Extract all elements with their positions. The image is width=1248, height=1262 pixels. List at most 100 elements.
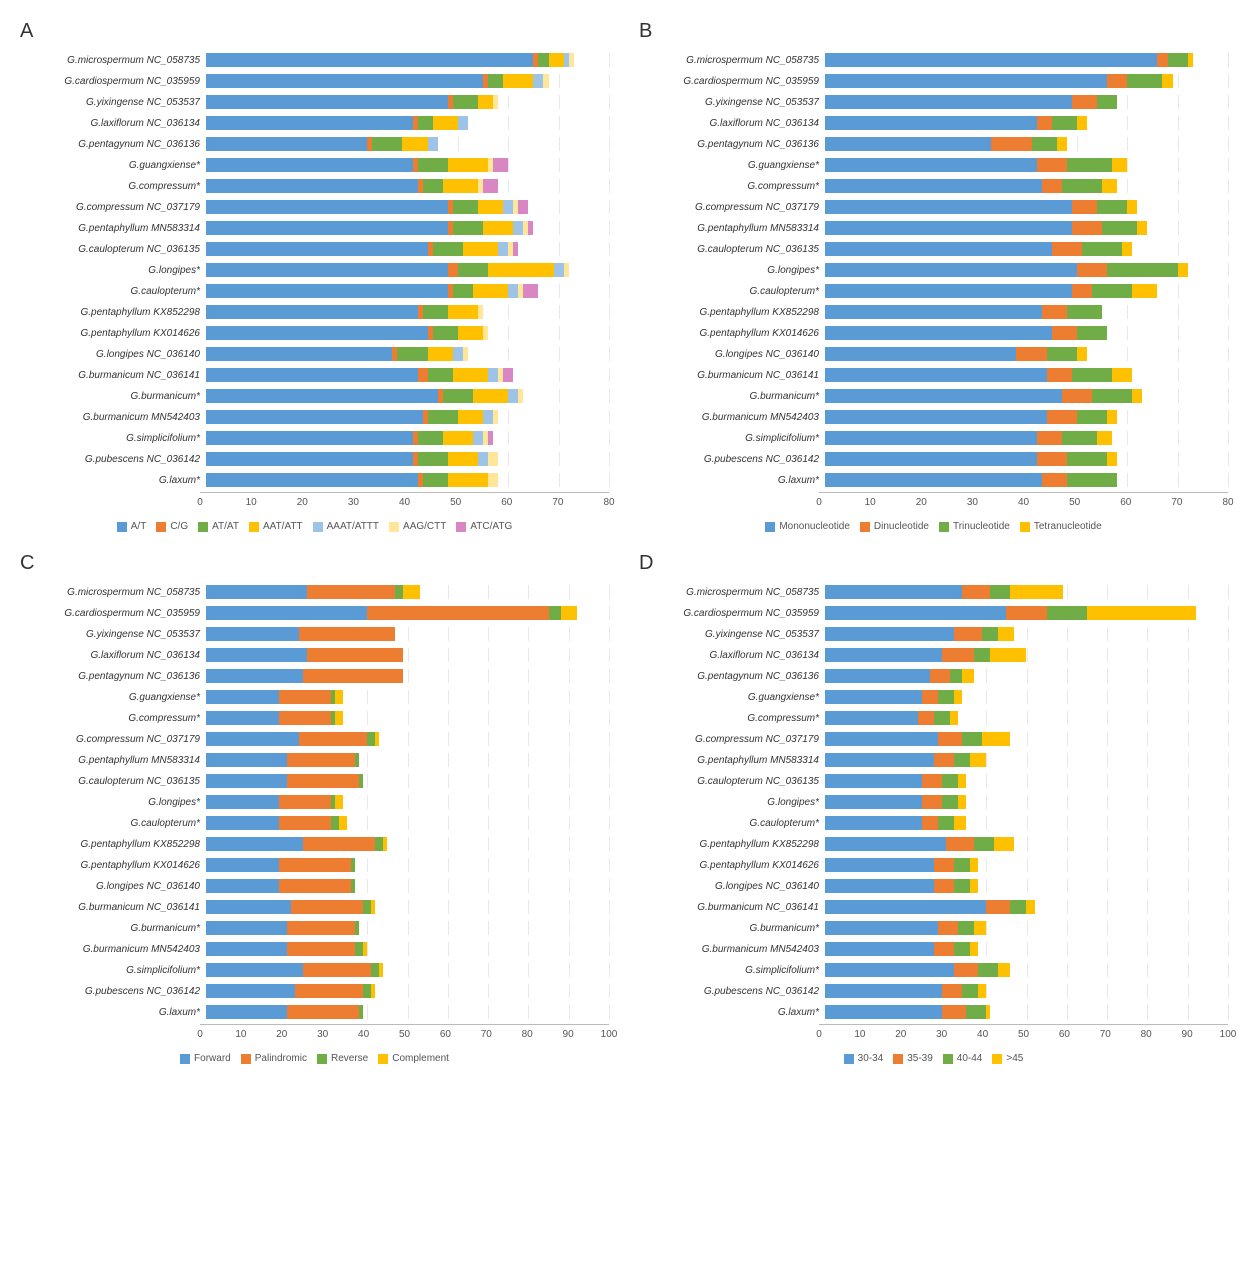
bar-segment bbox=[934, 711, 950, 725]
bar-track bbox=[206, 900, 609, 914]
bar-track bbox=[206, 690, 609, 704]
bar-segment bbox=[982, 732, 1010, 746]
gridline bbox=[1228, 858, 1229, 872]
species-label: G.yixingense NC_053537 bbox=[20, 97, 206, 108]
bar-row: G.caulopterum* bbox=[639, 814, 1228, 832]
bar-segment bbox=[1077, 410, 1107, 424]
legend-swatch bbox=[389, 522, 399, 532]
bar-segment bbox=[458, 263, 488, 277]
x-tick: 0 bbox=[816, 1029, 822, 1040]
bar-segment bbox=[383, 837, 387, 851]
bar-segment bbox=[423, 179, 443, 193]
bar-segment bbox=[206, 753, 287, 767]
legend-item: Reverse bbox=[317, 1053, 368, 1064]
species-label: G.longipes* bbox=[639, 797, 825, 808]
bar-segment bbox=[825, 347, 1016, 361]
bar-segment bbox=[998, 963, 1010, 977]
bar-segment bbox=[206, 368, 418, 382]
bar-row: G.burmanicum* bbox=[20, 919, 609, 937]
bar-segment bbox=[825, 711, 918, 725]
gridline bbox=[609, 648, 610, 662]
x-tick: 60 bbox=[440, 1029, 451, 1040]
bar-segment bbox=[825, 137, 991, 151]
bar-segment bbox=[1037, 452, 1067, 466]
bar-segment bbox=[371, 984, 375, 998]
bar-segment bbox=[335, 795, 343, 809]
legend-item: AAAT/ATTT bbox=[313, 521, 379, 532]
x-tick: 80 bbox=[1141, 1029, 1152, 1040]
bar-track bbox=[825, 473, 1228, 487]
bar-segment bbox=[206, 816, 279, 830]
bar-segment bbox=[483, 410, 493, 424]
species-label: G.yixingense NC_053537 bbox=[639, 629, 825, 640]
bar-segment bbox=[1107, 410, 1117, 424]
bar-segment bbox=[287, 1005, 360, 1019]
species-label: G.cardiospermum NC_035959 bbox=[639, 76, 825, 87]
bar-segment bbox=[206, 858, 279, 872]
gridline bbox=[1228, 984, 1229, 998]
bar-row: G.burmanicum MN542403 bbox=[639, 408, 1228, 426]
bar-segment bbox=[1107, 452, 1117, 466]
bar-segment bbox=[825, 921, 938, 935]
bar-segment bbox=[453, 284, 473, 298]
chart-area: G.microspermum NC_058735G.cardiospermum … bbox=[639, 51, 1228, 532]
bar-track bbox=[825, 284, 1228, 298]
legend-swatch bbox=[313, 522, 323, 532]
legend-label: >45 bbox=[1006, 1053, 1023, 1064]
bar-track bbox=[206, 305, 609, 319]
bar-row: G.burmanicum MN542403 bbox=[20, 408, 609, 426]
species-label: G.longipes NC_036140 bbox=[20, 881, 206, 892]
gridline bbox=[1228, 242, 1229, 256]
bar-track bbox=[825, 368, 1228, 382]
bar-segment bbox=[549, 53, 564, 67]
bar-row: G.pentaphyllum MN583314 bbox=[20, 219, 609, 237]
species-label: G.pentaphyllum MN583314 bbox=[639, 223, 825, 234]
legend-item: ATC/ATG bbox=[456, 521, 512, 532]
x-tick: 80 bbox=[603, 497, 614, 508]
legend-swatch bbox=[893, 1054, 903, 1064]
gridline bbox=[609, 711, 610, 725]
legend-item: Tetranucleotide bbox=[1020, 521, 1102, 532]
bar-row: G.longipes NC_036140 bbox=[20, 877, 609, 895]
bar-segment bbox=[1127, 74, 1162, 88]
bar-segment bbox=[478, 200, 503, 214]
bar-segment bbox=[355, 921, 359, 935]
bar-segment bbox=[1122, 242, 1132, 256]
gridline bbox=[1228, 95, 1229, 109]
species-label: G.longipes* bbox=[20, 797, 206, 808]
bar-segment bbox=[970, 858, 978, 872]
bar-segment bbox=[206, 1005, 287, 1019]
bar-segment bbox=[206, 284, 448, 298]
x-tick: 20 bbox=[916, 497, 927, 508]
bar-segment bbox=[1178, 263, 1188, 277]
bar-segment bbox=[533, 74, 543, 88]
x-tick: 50 bbox=[1018, 1029, 1029, 1040]
bar-segment bbox=[564, 263, 569, 277]
bar-segment bbox=[930, 669, 950, 683]
bar-segment bbox=[371, 900, 375, 914]
bar-track bbox=[206, 879, 609, 893]
bar-row: G.pentaphyllum KX852298 bbox=[20, 303, 609, 321]
panel-d: DG.microspermum NC_058735G.cardiospermum… bbox=[639, 552, 1228, 1064]
legend-swatch bbox=[180, 1054, 190, 1064]
legend-label: C/G bbox=[170, 521, 188, 532]
bar-segment bbox=[478, 305, 483, 319]
x-tick: 20 bbox=[895, 1029, 906, 1040]
bar-segment bbox=[503, 200, 513, 214]
bar-segment bbox=[206, 263, 448, 277]
panel-c: CG.microspermum NC_058735G.cardiospermum… bbox=[20, 552, 609, 1064]
bar-track bbox=[825, 690, 1228, 704]
bar-segment bbox=[375, 732, 379, 746]
species-label: G.simplicifolium* bbox=[639, 965, 825, 976]
bar-track bbox=[825, 753, 1228, 767]
bar-segment bbox=[1092, 284, 1132, 298]
gridline bbox=[1228, 753, 1229, 767]
bar-row: G.laxum* bbox=[20, 1003, 609, 1021]
gridline bbox=[609, 137, 610, 151]
bar-segment bbox=[1006, 606, 1046, 620]
bar-segment bbox=[1047, 606, 1087, 620]
legend-item: 40-44 bbox=[943, 1053, 983, 1064]
gridline bbox=[1228, 711, 1229, 725]
x-tick: 0 bbox=[816, 497, 822, 508]
bar-row: G.laxiflorum NC_036134 bbox=[639, 114, 1228, 132]
